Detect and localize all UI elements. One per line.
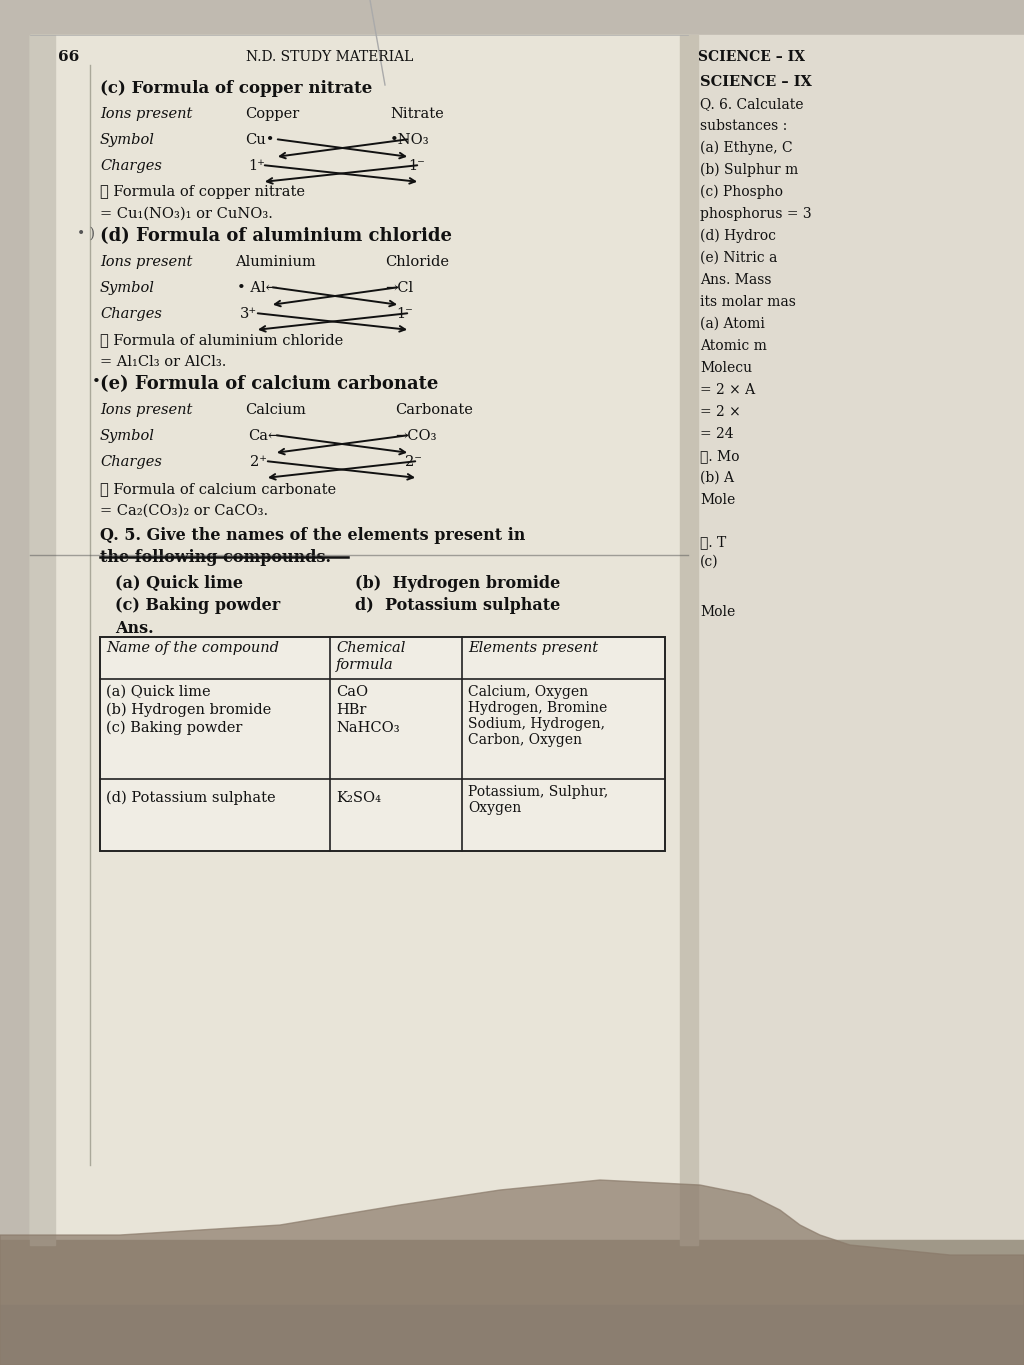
Text: Elements present: Elements present [468,642,598,655]
Text: •: • [92,375,101,389]
Text: its molar mas: its molar mas [700,295,796,308]
Text: CaO: CaO [336,685,368,699]
Text: SCIENCE – IX: SCIENCE – IX [698,51,805,64]
Text: (b) Sulphur m: (b) Sulphur m [700,162,799,177]
Text: (a) Quick lime: (a) Quick lime [106,685,211,699]
Text: (a) Quick lime: (a) Quick lime [115,575,243,592]
Text: = 2 ×: = 2 × [700,405,740,419]
Bar [100,637,665,850]
Text: (c) Baking powder: (c) Baking powder [115,597,281,614]
Text: Charges: Charges [100,158,162,173]
Text: NaHCO₃: NaHCO₃ [336,721,399,734]
Text: Ions present: Ions present [100,106,193,121]
Text: substances :: substances : [700,119,787,132]
Text: •NO₃: •NO₃ [390,132,430,147]
Text: Cu•: Cu• [245,132,274,147]
Text: Q. 6. Calculate: Q. 6. Calculate [700,97,804,111]
Text: Calcium, Oxygen: Calcium, Oxygen [468,685,588,699]
Text: →Cl: →Cl [385,281,413,295]
Text: Ans.: Ans. [115,620,154,637]
Text: (b)  Hydrogen bromide: (b) Hydrogen bromide [355,575,560,592]
Text: Copper: Copper [245,106,299,121]
Text: →CO₃: →CO₃ [395,429,436,444]
Text: Ions present: Ions present [100,403,193,416]
Text: Symbol: Symbol [100,281,155,295]
Bar [680,35,698,1245]
Text: (a) Ethyne, C: (a) Ethyne, C [700,141,793,156]
Text: Oxygen: Oxygen [468,801,521,815]
Text: the following compounds.: the following compounds. [100,549,331,566]
Bar [30,35,690,1245]
Text: Carbon, Oxygen: Carbon, Oxygen [468,733,582,747]
Text: Potassium, Sulphur,: Potassium, Sulphur, [468,785,608,799]
Text: • Al←: • Al← [237,281,278,295]
Text: ∴. Mo: ∴. Mo [700,449,739,463]
Text: = Cu₁(NO₃)₁ or CuNO₃.: = Cu₁(NO₃)₁ or CuNO₃. [100,207,272,221]
Text: = 24: = 24 [700,427,733,441]
Text: 1⁻: 1⁻ [408,158,425,173]
Text: (c) Baking powder: (c) Baking powder [106,721,243,736]
Text: formula: formula [336,658,394,672]
Text: Symbol: Symbol [100,132,155,147]
Text: Ions present: Ions present [100,255,193,269]
Text: (d) Potassium sulphate: (d) Potassium sulphate [106,790,275,805]
Text: (c) Formula of copper nitrate: (c) Formula of copper nitrate [100,81,373,97]
Text: ∴. T: ∴. T [700,535,726,549]
Text: phosphorus = 3: phosphorus = 3 [700,207,812,221]
Text: Carbonate: Carbonate [395,403,473,416]
Text: SCIENCE – IX: SCIENCE – IX [700,75,812,89]
Text: (e) Formula of calcium carbonate: (e) Formula of calcium carbonate [100,375,438,393]
Text: ∴ Formula of copper nitrate: ∴ Formula of copper nitrate [100,186,305,199]
Text: K₂SO₄: K₂SO₄ [336,790,381,805]
Text: Charges: Charges [100,455,162,470]
Text: • ): • ) [77,227,95,242]
Text: HBr: HBr [336,703,367,717]
Text: Ans. Mass: Ans. Mass [700,273,771,287]
Text: (c): (c) [700,556,719,569]
Text: Chloride: Chloride [385,255,449,269]
Text: Molecu: Molecu [700,360,752,375]
Polygon shape [0,1179,1024,1365]
Bar [0,1239,1024,1365]
Text: Mole: Mole [700,605,735,618]
Bar [690,35,1024,1245]
Text: Name of the compound: Name of the compound [106,642,279,655]
Text: (a) Atomi: (a) Atomi [700,317,765,330]
Text: 2⁻: 2⁻ [406,455,422,470]
Text: 1⁺: 1⁺ [248,158,265,173]
Text: Chemical: Chemical [336,642,406,655]
Text: (b) Hydrogen bromide: (b) Hydrogen bromide [106,703,271,718]
Text: (e) Nitric a: (e) Nitric a [700,251,777,265]
Text: ∴ Formula of calcium carbonate: ∴ Formula of calcium carbonate [100,482,336,495]
Text: N.D. STUDY MATERIAL: N.D. STUDY MATERIAL [247,51,414,64]
Text: Calcium: Calcium [245,403,306,416]
Text: Symbol: Symbol [100,429,155,444]
Text: Hydrogen, Bromine: Hydrogen, Bromine [468,702,607,715]
Text: = Ca₂(CO₃)₂ or CaCO₃.: = Ca₂(CO₃)₂ or CaCO₃. [100,504,268,517]
Text: Atomic m: Atomic m [700,339,767,354]
Text: Q. 5. Give the names of the elements present in: Q. 5. Give the names of the elements pre… [100,527,525,545]
Bar [30,35,55,1245]
Text: Mole: Mole [700,493,735,506]
Text: 66: 66 [58,51,79,64]
Text: Charges: Charges [100,307,162,321]
Text: 3⁺: 3⁺ [240,307,257,321]
Text: (d) Hydroc: (d) Hydroc [700,229,776,243]
Text: ∴ Formula of aluminium chloride: ∴ Formula of aluminium chloride [100,333,343,347]
Bar [0,1305,1024,1365]
Text: Ca←: Ca← [248,429,281,444]
Text: 1⁻: 1⁻ [396,307,413,321]
Text: = 2 × A: = 2 × A [700,384,755,397]
Text: = Al₁Cl₃ or AlCl₃.: = Al₁Cl₃ or AlCl₃. [100,355,226,369]
Text: 2⁺: 2⁺ [250,455,267,470]
Text: Aluminium: Aluminium [234,255,315,269]
Text: (d) Formula of aluminium chloride: (d) Formula of aluminium chloride [100,227,452,244]
Text: (b) A: (b) A [700,471,734,485]
Text: d)  Potassium sulphate: d) Potassium sulphate [355,597,560,614]
Text: (c) Phospho: (c) Phospho [700,186,783,199]
Text: Sodium, Hydrogen,: Sodium, Hydrogen, [468,717,605,732]
Text: Nitrate: Nitrate [390,106,443,121]
